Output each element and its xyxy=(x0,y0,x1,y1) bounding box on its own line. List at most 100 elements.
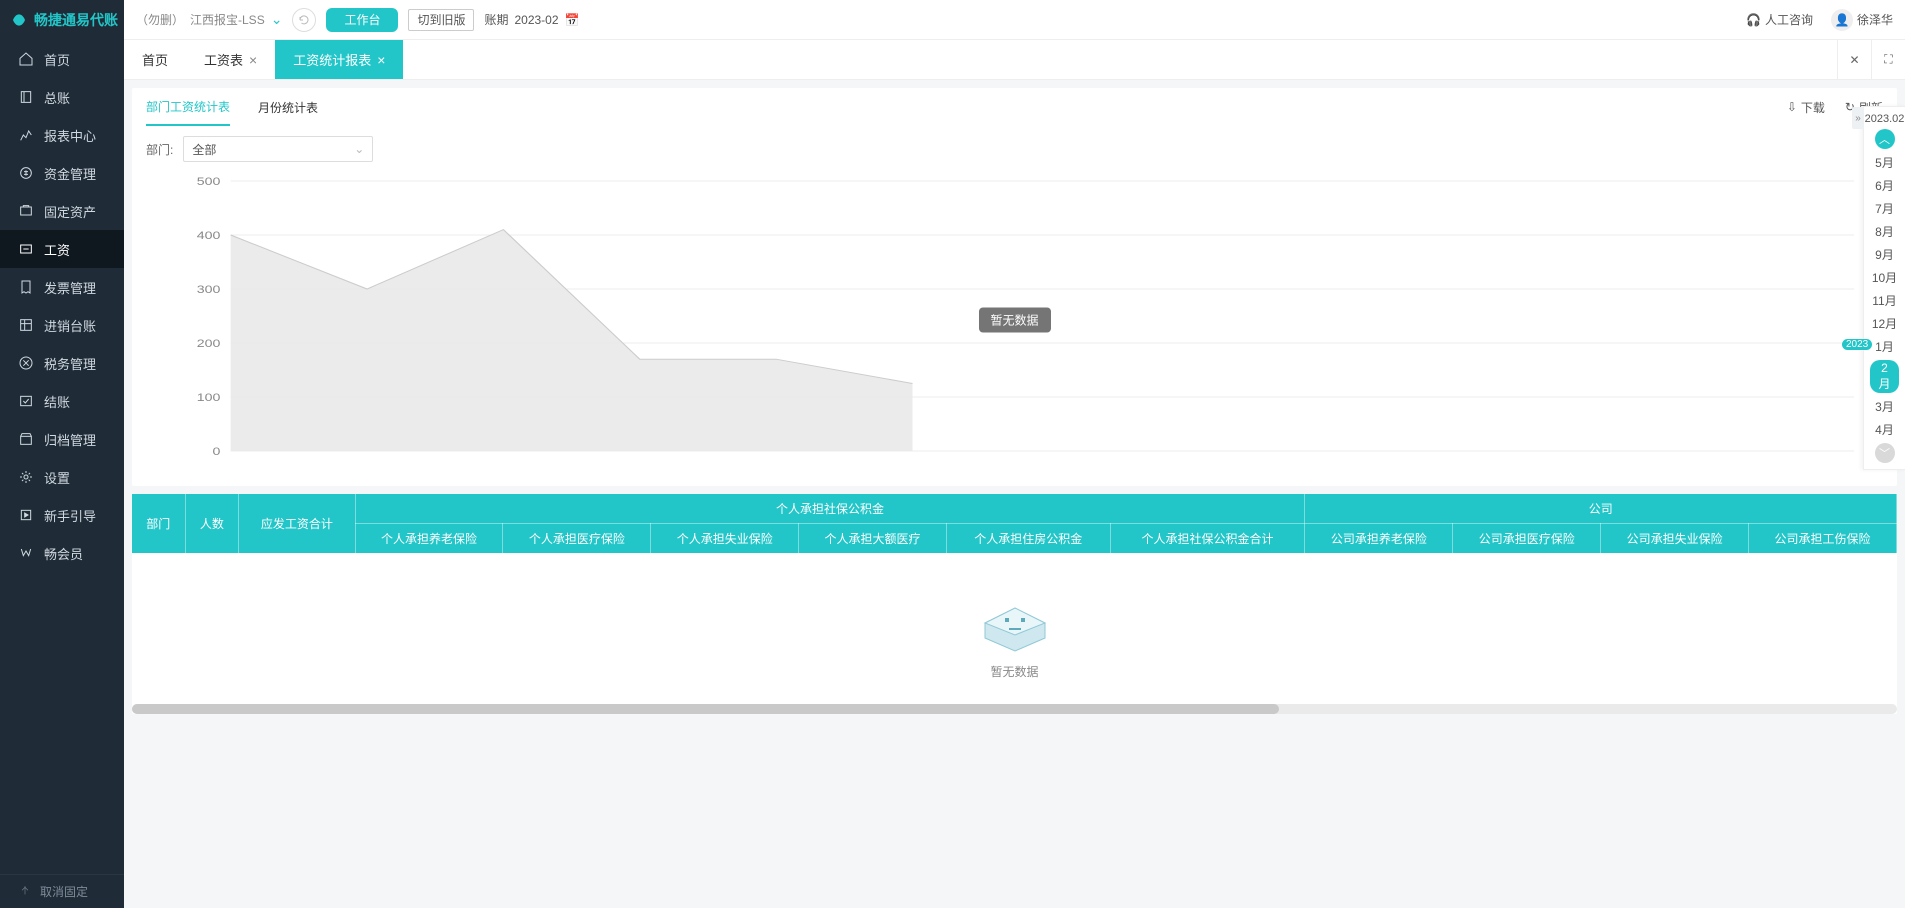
scrollbar-thumb[interactable] xyxy=(132,704,1279,714)
sidebar-item-label: 工资 xyxy=(44,240,70,259)
month-option[interactable]: 4月 xyxy=(1864,420,1905,439)
table-col-header: 个人承担医疗保险 xyxy=(503,524,651,554)
tab[interactable]: 首页 xyxy=(124,40,186,79)
dept-select[interactable]: 全部 ⌄ xyxy=(183,136,373,162)
table-scroll[interactable]: 部门人数应发工资合计个人承担社保公积金公司个人承担养老保险个人承担医疗保险个人承… xyxy=(132,494,1897,714)
month-option[interactable]: 3月 xyxy=(1864,397,1905,416)
tab[interactable]: 工资统计报表 × xyxy=(275,40,403,79)
brand-text: 畅捷通易代账 xyxy=(34,10,118,30)
table-col-header: 个人承担养老保险 xyxy=(355,524,503,554)
old-version-button[interactable]: 切到旧版 xyxy=(408,9,474,31)
table-group-header: 公司 xyxy=(1305,494,1897,524)
support-link[interactable]: 🎧 人工咨询 xyxy=(1746,11,1813,28)
month-option[interactable]: 8月 xyxy=(1864,222,1905,241)
sidebar-item-asset[interactable]: 固定资产 xyxy=(0,192,124,230)
archive-icon xyxy=(18,431,34,447)
month-panel-collapse[interactable]: » xyxy=(1852,107,1864,129)
user-menu[interactable]: 👤 徐泽华 xyxy=(1831,9,1893,31)
table-col-header: 公司承担医疗保险 xyxy=(1453,524,1601,554)
sidebar-item-ledger[interactable]: 总账 xyxy=(0,78,124,116)
month-option[interactable]: 10月 xyxy=(1864,268,1905,287)
svg-text:200: 200 xyxy=(197,337,221,349)
fullscreen-button[interactable]: ⛶ xyxy=(1871,40,1905,79)
sidebar-item-label: 报表中心 xyxy=(44,126,96,145)
sidebar-item-inventory[interactable]: 进销台账 xyxy=(0,306,124,344)
content-area: 部门工资统计表 月份统计表 ⇩ 下载 ↻ 刷新 部门: xyxy=(124,80,1905,908)
sidebar-item-salary[interactable]: 工资 xyxy=(0,230,124,268)
sidebar-item-close[interactable]: 结账 xyxy=(0,382,124,420)
refresh-small-icon xyxy=(298,14,310,26)
support-label: 人工咨询 xyxy=(1765,11,1813,28)
month-option[interactable]: 2月 xyxy=(1870,360,1899,393)
asset-icon xyxy=(18,203,34,219)
org-selector[interactable]: （勿删） 江西报宝-LSS ⌄ xyxy=(136,11,282,28)
table-col-header: 个人承担住房公积金 xyxy=(946,524,1110,554)
empty-cube-icon xyxy=(975,583,1055,653)
workspace-label: 工作台 xyxy=(344,11,380,28)
sidebar-item-label: 归档管理 xyxy=(44,430,96,449)
tab[interactable]: 工资表× xyxy=(186,40,275,79)
table-col-header: 个人承担大额医疗 xyxy=(799,524,947,554)
month-panel-year: 2023.02 xyxy=(1865,113,1905,125)
calendar-icon[interactable]: 📅 xyxy=(565,13,580,27)
main-area: （勿删） 江西报宝-LSS ⌄ 工作台 切到旧版 账期 2023-02 📅 🎧 … xyxy=(124,0,1905,908)
table-col-header: 个人承担失业保险 xyxy=(651,524,799,554)
sidebar-item-label: 结账 xyxy=(44,392,70,411)
period-value[interactable]: 2023-02 xyxy=(514,13,558,27)
refresh-org-button[interactable] xyxy=(292,8,316,32)
table-col-header: 公司承担养老保险 xyxy=(1305,524,1453,554)
close-icon[interactable]: × xyxy=(377,52,385,68)
month-next-button[interactable]: ﹀ xyxy=(1875,443,1895,463)
table-col-header: 应发工资合计 xyxy=(239,494,355,553)
chart-no-data-badge: 暂无数据 xyxy=(978,307,1050,332)
subtabs: 部门工资统计表 月份统计表 ⇩ 下载 ↻ 刷新 xyxy=(132,88,1897,126)
subtab-dept[interactable]: 部门工资统计表 xyxy=(146,88,230,126)
month-prev-button[interactable]: ︿ xyxy=(1875,129,1895,149)
close-icon[interactable]: × xyxy=(249,52,257,68)
brand-logo: 畅捷通易代账 xyxy=(0,0,124,40)
table-empty-state: 暂无数据 xyxy=(132,553,1897,700)
sidebar-item-invoice[interactable]: 发票管理 xyxy=(0,268,124,306)
month-option[interactable]: 1月2023 xyxy=(1864,337,1905,356)
sidebar-item-label: 畅会员 xyxy=(44,544,83,563)
sidebar-item-label: 总账 xyxy=(44,88,70,107)
sidebar-item-label: 发票管理 xyxy=(44,278,96,297)
sidebar-item-label: 固定资产 xyxy=(44,202,96,221)
tab-label: 工资统计报表 xyxy=(293,50,371,69)
tabbar: 首页工资表× 工资统计报表 × ✕ ⛶ xyxy=(124,40,1905,80)
sidebar-item-home[interactable]: 首页 xyxy=(0,40,124,78)
subtab-month[interactable]: 月份统计表 xyxy=(258,88,318,126)
chevron-down-icon: ⌄ xyxy=(354,142,364,156)
sidebar-item-report[interactable]: 报表中心 xyxy=(0,116,124,154)
sidebar-unpin[interactable]: 取消固定 xyxy=(0,874,124,908)
month-option[interactable]: 6月 xyxy=(1864,176,1905,195)
sidebar-item-guide[interactable]: 新手引导 xyxy=(0,496,124,534)
money-icon xyxy=(18,165,34,181)
tabbar-right: ✕ ⛶ xyxy=(1837,40,1905,79)
subtab-month-label: 月份统计表 xyxy=(258,99,318,116)
home-icon xyxy=(18,51,34,67)
download-button[interactable]: ⇩ 下载 xyxy=(1787,99,1825,116)
sidebar-item-tax[interactable]: 税务管理 xyxy=(0,344,124,382)
sidebar-item-archive[interactable]: 归档管理 xyxy=(0,420,124,458)
month-option[interactable]: 9月 xyxy=(1864,245,1905,264)
sidebar-unpin-label: 取消固定 xyxy=(40,883,88,900)
svg-text:0: 0 xyxy=(212,445,220,457)
vip-icon xyxy=(18,545,34,561)
workspace-button[interactable]: 工作台 xyxy=(326,8,398,32)
sidebar-item-vip[interactable]: 畅会员 xyxy=(0,534,124,572)
brand-icon xyxy=(10,11,28,29)
month-option[interactable]: 12月 xyxy=(1864,314,1905,333)
month-option[interactable]: 11月 xyxy=(1864,291,1905,310)
horizontal-scrollbar[interactable] xyxy=(132,704,1897,714)
ledger-icon xyxy=(18,89,34,105)
old-version-label: 切到旧版 xyxy=(417,11,465,28)
month-option[interactable]: 5月 xyxy=(1864,153,1905,172)
month-option[interactable]: 7月 xyxy=(1864,199,1905,218)
sidebar-item-money[interactable]: 资金管理 xyxy=(0,154,124,192)
sidebar-item-settings[interactable]: 设置 xyxy=(0,458,124,496)
tax-icon xyxy=(18,355,34,371)
report-icon xyxy=(18,127,34,143)
sidebar-item-label: 资金管理 xyxy=(44,164,96,183)
close-all-tabs-button[interactable]: ✕ xyxy=(1837,40,1871,79)
